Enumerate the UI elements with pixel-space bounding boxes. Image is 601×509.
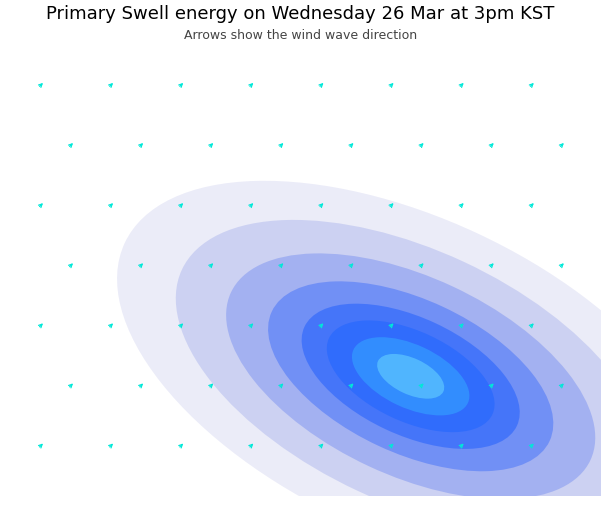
Text: Primary Swell energy on Wednesday 26 Mar at 3pm KST: Primary Swell energy on Wednesday 26 Mar… bbox=[46, 5, 555, 23]
Ellipse shape bbox=[377, 354, 444, 399]
Ellipse shape bbox=[117, 181, 601, 509]
Ellipse shape bbox=[268, 281, 554, 471]
Ellipse shape bbox=[226, 253, 595, 499]
Ellipse shape bbox=[352, 337, 469, 415]
Text: Arrows show the wind wave direction: Arrows show the wind wave direction bbox=[184, 29, 417, 42]
Ellipse shape bbox=[175, 220, 601, 509]
Ellipse shape bbox=[302, 304, 520, 449]
Ellipse shape bbox=[327, 321, 495, 432]
